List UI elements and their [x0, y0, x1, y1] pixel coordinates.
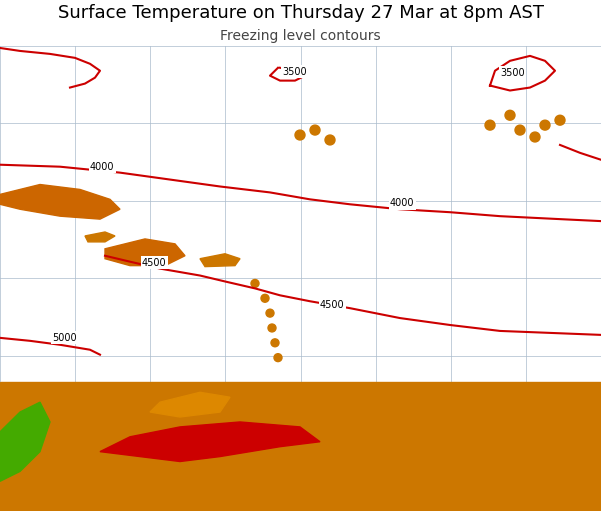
Circle shape — [274, 354, 282, 362]
Text: 4500: 4500 — [142, 258, 166, 268]
Circle shape — [271, 339, 279, 347]
Polygon shape — [0, 184, 120, 219]
Circle shape — [540, 120, 550, 130]
Text: Freezing level contours: Freezing level contours — [220, 29, 381, 43]
Polygon shape — [105, 239, 185, 266]
Text: 3500: 3500 — [500, 67, 525, 78]
Circle shape — [310, 125, 320, 135]
Polygon shape — [0, 382, 601, 511]
Circle shape — [261, 294, 269, 302]
Text: 4000: 4000 — [90, 161, 115, 172]
Text: Surface Temperature on Thursday 27 Mar at 8pm AST: Surface Temperature on Thursday 27 Mar a… — [58, 4, 543, 22]
Polygon shape — [100, 422, 320, 461]
Circle shape — [485, 120, 495, 130]
Polygon shape — [0, 402, 50, 481]
Circle shape — [555, 115, 565, 125]
Circle shape — [283, 385, 297, 399]
Text: 4500: 4500 — [320, 300, 344, 310]
Circle shape — [295, 130, 305, 140]
Text: 5000: 5000 — [52, 333, 76, 343]
Circle shape — [325, 135, 335, 145]
Polygon shape — [370, 397, 520, 432]
Circle shape — [268, 324, 276, 332]
Circle shape — [505, 110, 515, 120]
Text: 3500: 3500 — [282, 66, 307, 77]
Polygon shape — [0, 392, 601, 511]
Circle shape — [530, 132, 540, 142]
Circle shape — [266, 309, 274, 317]
Polygon shape — [85, 232, 115, 242]
Text: 4000: 4000 — [390, 198, 415, 208]
Polygon shape — [200, 254, 240, 267]
Circle shape — [251, 280, 259, 287]
Circle shape — [515, 125, 525, 135]
Polygon shape — [150, 392, 230, 417]
